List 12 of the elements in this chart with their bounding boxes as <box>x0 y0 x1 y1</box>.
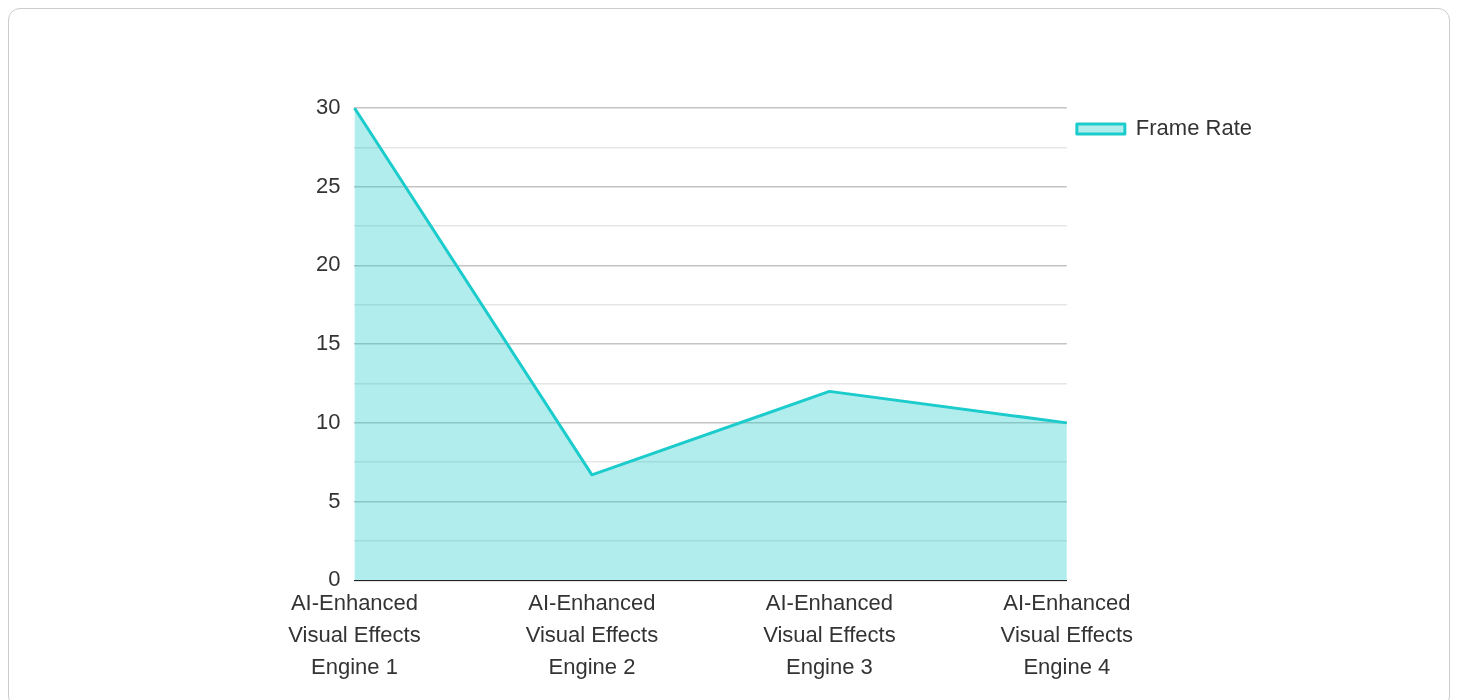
y-tick-label: 30 <box>315 94 341 120</box>
y-tick-label: 20 <box>315 251 341 277</box>
x-tick-label: AI-Enhanced Visual Effects Engine 4 <box>1000 590 1134 680</box>
legend-label: Frame Rate <box>1135 115 1253 141</box>
y-tick-label: 10 <box>315 408 341 434</box>
x-tick-label: AI-Enhanced Visual Effects Engine 2 <box>525 590 659 680</box>
y-tick-label: 0 <box>328 566 341 592</box>
y-tick-label: 25 <box>315 172 341 198</box>
y-tick-label: 5 <box>328 487 341 513</box>
x-tick-label: AI-Enhanced Visual Effects Engine 3 <box>763 590 896 680</box>
x-tick-label: AI-Enhanced Visual Effects Engine 1 <box>288 590 421 680</box>
y-tick-label: 15 <box>315 330 341 356</box>
